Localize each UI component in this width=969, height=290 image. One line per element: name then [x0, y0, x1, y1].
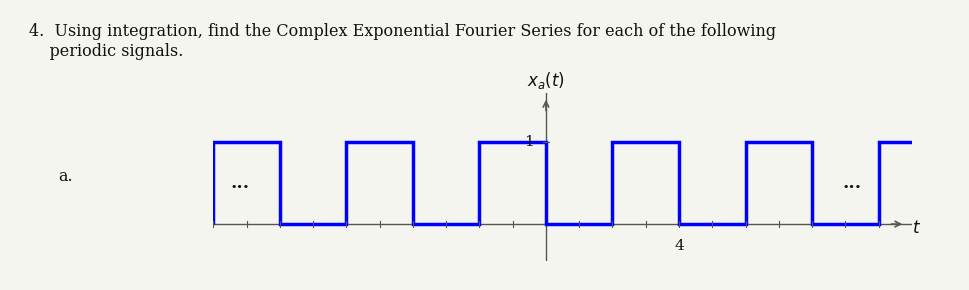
Text: 4.  Using integration, find the Complex Exponential Fourier Series for each of t: 4. Using integration, find the Complex E…	[29, 23, 775, 60]
Text: a.: a.	[58, 168, 73, 185]
Text: ...: ...	[841, 174, 860, 192]
Text: $t$: $t$	[911, 220, 920, 237]
Text: ...: ...	[231, 174, 249, 192]
Text: $x_a(t)$: $x_a(t)$	[526, 70, 564, 91]
Text: 1: 1	[524, 135, 534, 149]
Text: 4: 4	[673, 239, 683, 253]
